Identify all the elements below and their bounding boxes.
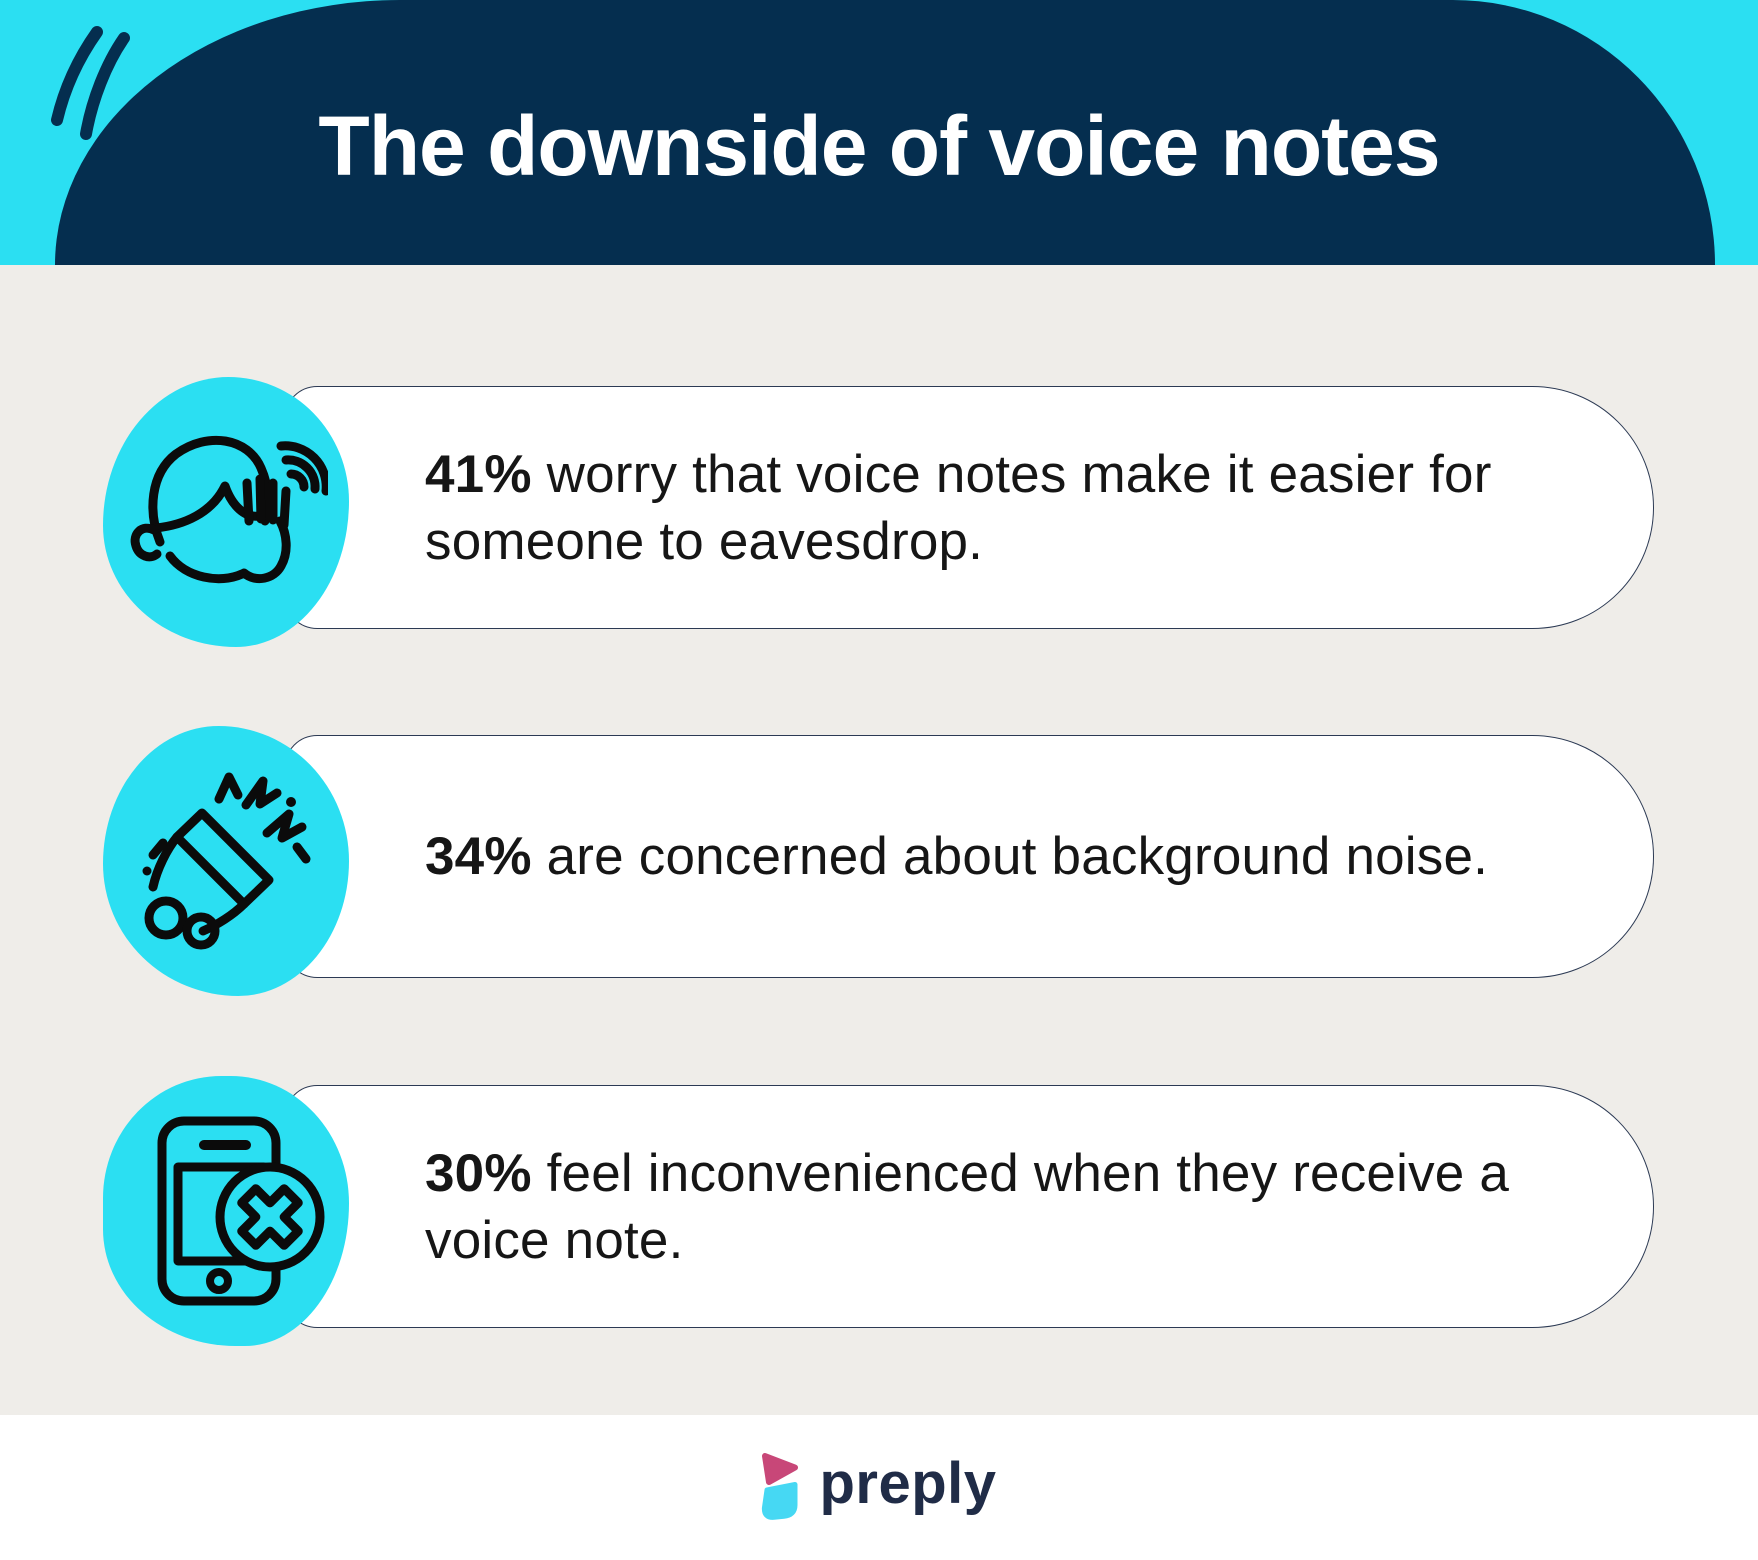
stat-row-background-noise: 34% are concerned about background noise… xyxy=(0,726,1758,1016)
stat-card: 34% are concerned about background noise… xyxy=(284,735,1654,978)
stat-value: 30% xyxy=(425,1143,532,1203)
icon-blob xyxy=(103,1076,349,1346)
stat-card: 41% worry that voice notes make it easie… xyxy=(284,386,1654,629)
preply-logo-mark-icon xyxy=(762,1452,799,1520)
stat-description: worry that voice notes make it easier fo… xyxy=(425,444,1492,571)
page-title: The downside of voice notes xyxy=(318,99,1440,193)
stat-card: 30% feel inconvenienced when they receiv… xyxy=(284,1085,1654,1328)
preply-wordmark: preply xyxy=(819,1451,997,1516)
stat-text: 34% are concerned about background noise… xyxy=(285,823,1488,890)
stat-text: 41% worry that voice notes make it easie… xyxy=(285,441,1545,575)
header-blob xyxy=(55,0,1715,265)
phone-decline-icon xyxy=(157,1116,325,1306)
stat-row-eavesdrop: 41% worry that voice notes make it easie… xyxy=(0,377,1758,667)
footer: preply xyxy=(0,1415,1758,1560)
stat-value: 34% xyxy=(425,827,532,886)
icon-blob xyxy=(103,726,349,996)
icon-blob xyxy=(103,377,349,647)
accent-slashes-icon xyxy=(51,26,130,140)
stat-text: 30% feel inconvenienced when they receiv… xyxy=(285,1140,1545,1274)
stat-description: feel inconvenienced when they receive a … xyxy=(425,1143,1510,1270)
listening-ear-icon xyxy=(130,435,328,584)
megaphone-noise-icon xyxy=(142,772,311,950)
header: The downside of voice notes xyxy=(0,0,1758,265)
stat-row-inconvenience: 30% feel inconvenienced when they receiv… xyxy=(0,1076,1758,1366)
stat-description: are concerned about background noise. xyxy=(546,827,1489,886)
stat-value: 41% xyxy=(425,444,532,504)
